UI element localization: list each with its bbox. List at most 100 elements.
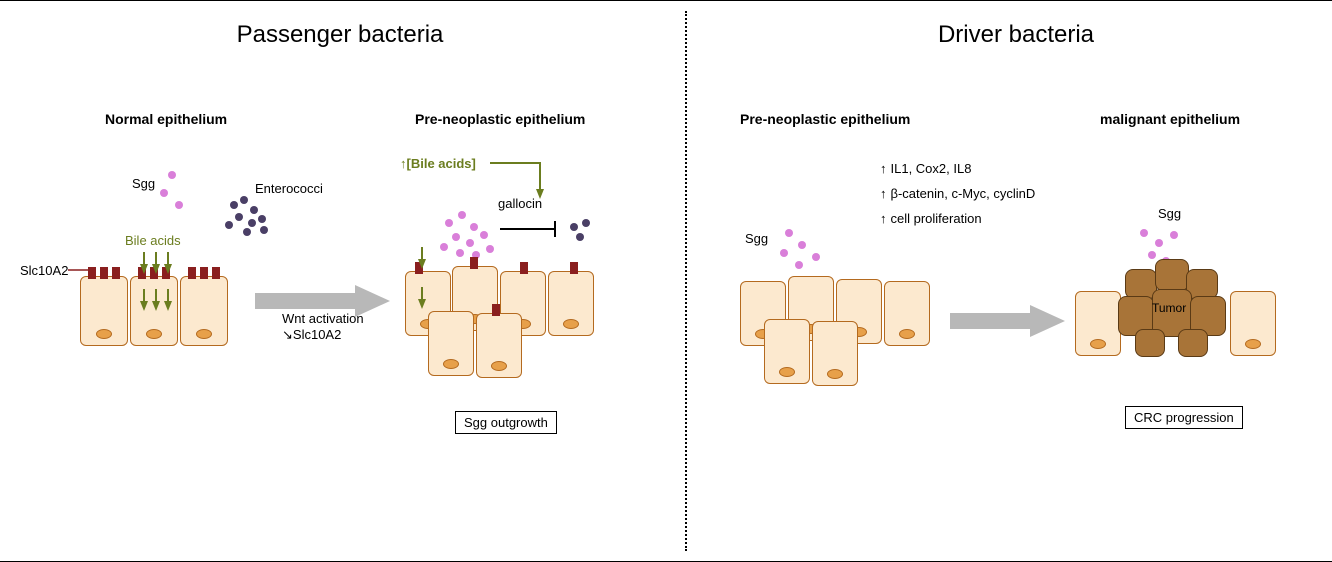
bile-arrow-icon — [418, 299, 426, 309]
receptor — [88, 267, 96, 279]
ent-dot — [240, 196, 248, 204]
down-right-arrow-icon: ↘ — [282, 327, 293, 342]
receptor — [112, 267, 120, 279]
epithelial-cell — [884, 281, 930, 346]
sgg-dot — [480, 231, 488, 239]
malig-subtitle: malignant epithelium — [1100, 111, 1240, 127]
receptor — [470, 257, 478, 269]
epithelial-cell — [180, 276, 228, 346]
enterococci-label: Enterococci — [255, 181, 323, 196]
sgg-dot — [452, 233, 460, 241]
gallocin-label: gallocin — [498, 196, 542, 211]
normal-subtitle: Normal epithelium — [105, 111, 227, 127]
preneo-subtitle-r: Pre-neoplastic epithelium — [740, 111, 910, 127]
bile-arrow-icon — [418, 259, 426, 269]
ent-dot — [576, 233, 584, 241]
effect-3: cell proliferation — [880, 211, 982, 226]
sgg-dot — [168, 171, 176, 179]
epithelial-cell — [548, 271, 594, 336]
wnt-line2: ↘Slc10A2 — [282, 327, 341, 343]
outgrowth-box: Sgg outgrowth — [455, 411, 557, 434]
ent-dot — [582, 219, 590, 227]
tumor-label: Tumor — [1152, 301, 1186, 315]
wnt-line1: Wnt activation — [282, 311, 364, 326]
slc-label: Slc10A2 — [20, 263, 68, 278]
epithelial-cell — [764, 319, 810, 384]
effect-1: IL1, Cox2, IL8 — [880, 161, 971, 176]
nucleus — [899, 329, 915, 339]
bile-arrow-icon — [164, 264, 172, 274]
ent-dot — [250, 206, 258, 214]
bile-arrow-icon — [152, 301, 160, 311]
receptor — [188, 267, 196, 279]
ent-dot — [248, 219, 256, 227]
bile-arrow-icon — [164, 301, 172, 311]
sgg-label-r2: Sgg — [1158, 206, 1181, 221]
epithelial-cell — [812, 321, 858, 386]
ent-dot — [230, 201, 238, 209]
epithelial-cell — [1075, 291, 1121, 356]
sgg-dot — [1170, 231, 1178, 239]
nucleus — [96, 329, 112, 339]
nucleus — [196, 329, 212, 339]
nucleus — [1245, 339, 1261, 349]
ent-dot — [258, 215, 266, 223]
sgg-dot — [486, 245, 494, 253]
bile-acids-up: ↑[Bile acids] — [400, 156, 476, 171]
left-panel: Passenger bacteria Normal epithelium Pre… — [0, 1, 680, 561]
bile-arrow-icon — [152, 264, 160, 274]
epithelial-cell — [80, 276, 128, 346]
epithelial-cell — [1230, 291, 1276, 356]
ent-dot — [225, 221, 233, 229]
receptor — [570, 262, 578, 274]
ent-dot — [570, 223, 578, 231]
nucleus — [491, 361, 507, 371]
ent-dot — [235, 213, 243, 221]
receptor — [200, 267, 208, 279]
sgg-dot — [1155, 239, 1163, 247]
sgg-dot — [780, 249, 788, 257]
sgg-dot — [456, 249, 464, 257]
bile-acids-label: Bile acids — [125, 233, 181, 248]
epithelial-cell — [130, 276, 178, 346]
slc-down-label: Slc10A2 — [293, 327, 341, 342]
sgg-dot — [466, 239, 474, 247]
sgg-dot — [470, 223, 478, 231]
tumor-cell — [1155, 259, 1189, 291]
crc-box: CRC progression — [1125, 406, 1243, 429]
bile-arrow-icon — [140, 264, 148, 274]
sgg-dot — [798, 241, 806, 249]
tumor-cell — [1178, 329, 1208, 357]
nucleus — [779, 367, 795, 377]
right-panel: Driver bacteria Pre-neoplastic epitheliu… — [700, 1, 1332, 561]
effect-2: β-catenin, c-Myc, cyclinD — [880, 186, 1035, 201]
sgg-dot — [445, 219, 453, 227]
receptor — [520, 262, 528, 274]
nucleus — [1090, 339, 1106, 349]
nucleus — [443, 359, 459, 369]
left-title: Passenger bacteria — [0, 21, 680, 49]
panel-divider — [685, 11, 687, 551]
epithelial-cell — [428, 311, 474, 376]
nucleus — [563, 319, 579, 329]
sgg-dot — [812, 253, 820, 261]
preneo-subtitle: Pre-neoplastic epithelium — [415, 111, 585, 127]
nucleus — [146, 329, 162, 339]
sgg-dot — [160, 189, 168, 197]
tumor-cell — [1135, 329, 1165, 357]
bile-up-text: [Bile acids] — [407, 156, 476, 171]
receptor — [100, 267, 108, 279]
right-title: Driver bacteria — [700, 21, 1332, 49]
sgg-dot — [785, 229, 793, 237]
ent-dot — [243, 228, 251, 236]
bile-arrow-icon — [140, 301, 148, 311]
receptor — [492, 304, 500, 316]
sgg-dot — [1140, 229, 1148, 237]
sgg-dot — [175, 201, 183, 209]
receptor — [212, 267, 220, 279]
sgg-label: Sgg — [132, 176, 155, 191]
sgg-dot — [795, 261, 803, 269]
epithelial-cell — [476, 313, 522, 378]
ent-dot — [260, 226, 268, 234]
nucleus — [827, 369, 843, 379]
